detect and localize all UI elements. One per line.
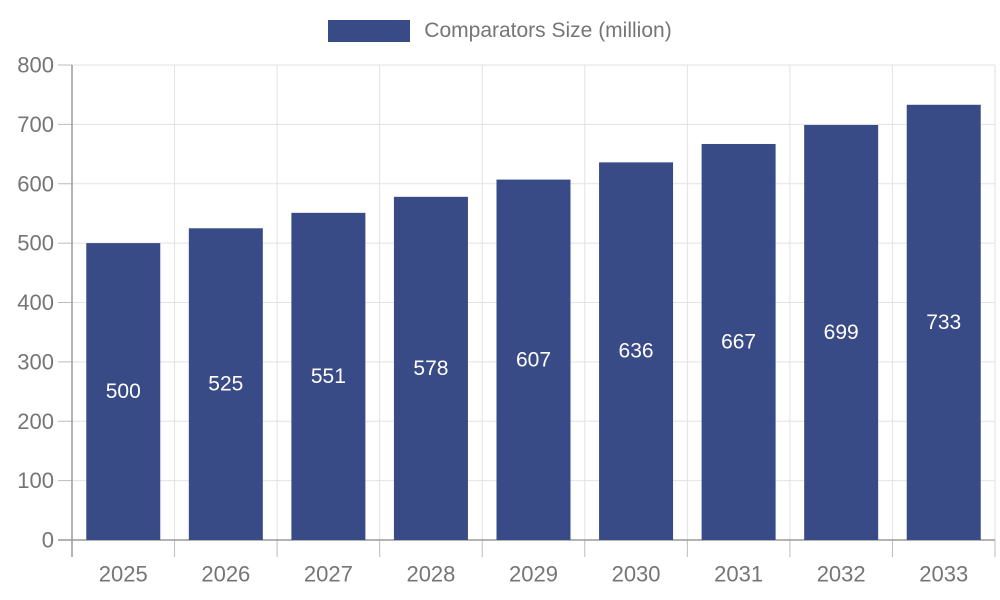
bar-2026 — [188, 228, 263, 540]
x-axis-tick-label: 2029 — [509, 562, 558, 587]
y-axis-tick-label: 700 — [17, 112, 54, 137]
legend-item[interactable]: Comparators Size (million) — [0, 18, 1000, 44]
bar-2027 — [291, 212, 366, 540]
bar-value-label: 578 — [413, 357, 448, 380]
x-axis-tick-label: 2032 — [817, 562, 866, 587]
legend-label: Comparators Size (million) — [424, 19, 672, 42]
bar-value-label: 607 — [516, 348, 551, 371]
x-axis-tick-label: 2033 — [919, 562, 968, 587]
bar-2029 — [496, 179, 571, 540]
bar-2025 — [86, 243, 161, 540]
bar-2032 — [804, 124, 879, 540]
bar-value-label: 636 — [619, 340, 654, 363]
y-axis-tick-label: 0 — [42, 528, 54, 553]
y-axis-tick-label: 500 — [17, 231, 54, 256]
y-axis-tick-label: 100 — [17, 468, 54, 493]
x-axis-tick-label: 2028 — [406, 562, 455, 587]
y-axis-tick-label: 200 — [17, 409, 54, 434]
bar-value-label: 699 — [824, 321, 859, 344]
y-axis-tick-label: 600 — [17, 171, 54, 196]
x-axis-tick-label: 2030 — [612, 562, 661, 587]
bar-value-label: 525 — [208, 373, 243, 396]
bar-2028 — [393, 196, 468, 540]
x-axis-tick-label: 2031 — [714, 562, 763, 587]
bar-value-label: 551 — [311, 365, 346, 388]
y-axis-tick-label: 300 — [17, 349, 54, 374]
legend-swatch — [328, 20, 411, 42]
bar-2031 — [701, 143, 776, 540]
bar-2033 — [906, 104, 981, 540]
bar-value-label: 667 — [721, 330, 756, 353]
bar-value-label: 500 — [106, 380, 141, 403]
x-axis-tick-label: 2025 — [99, 562, 148, 587]
y-axis-tick-label: 400 — [17, 290, 54, 315]
bar-2030 — [599, 162, 674, 540]
x-axis-tick-label: 2026 — [201, 562, 250, 587]
bar-value-label: 733 — [926, 311, 961, 334]
y-axis-tick-label: 800 — [17, 53, 54, 78]
x-axis-tick-label: 2027 — [304, 562, 353, 587]
